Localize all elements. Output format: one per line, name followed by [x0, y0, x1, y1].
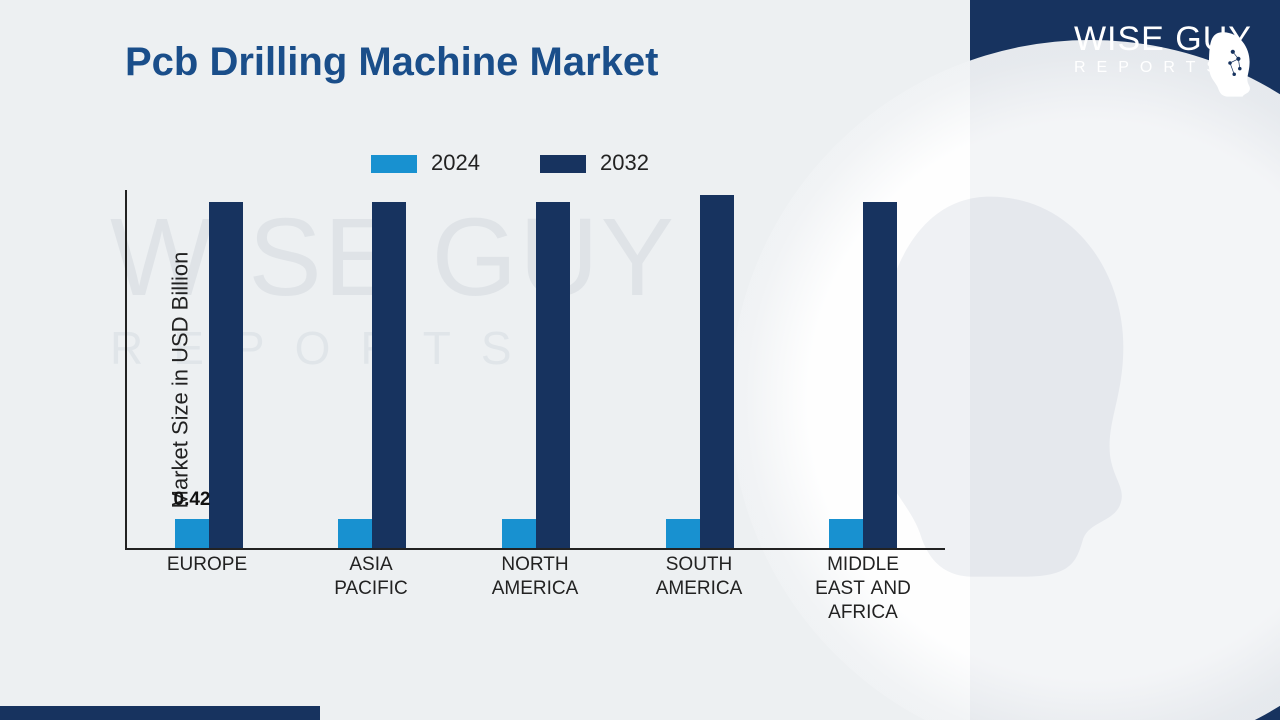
x-axis-label: SOUTH AMERICA — [639, 553, 759, 624]
x-axis-label: MIDDLE EAST AND AFRICA — [803, 553, 923, 624]
x-axis-labels: EUROPE ASIA PACIFIC NORTH AMERICA SOUTH AME… — [125, 553, 945, 624]
chart: Market Size in USD Billion 2024 2032 0.4… — [70, 145, 950, 615]
bar-group — [476, 190, 596, 548]
bar — [700, 195, 734, 548]
bar-group — [640, 190, 760, 548]
legend-swatch-0 — [371, 155, 417, 173]
legend-item-1: 2032 — [540, 150, 649, 176]
bar — [372, 202, 406, 548]
bar — [666, 519, 700, 548]
x-axis-label: NORTH AMERICA — [475, 553, 595, 624]
plot-area: 0.42 — [125, 190, 945, 550]
bar-groups — [127, 190, 945, 548]
bar — [175, 519, 209, 548]
bar — [502, 519, 536, 548]
legend-swatch-1 — [540, 155, 586, 173]
bar — [863, 202, 897, 548]
bar — [829, 519, 863, 548]
page-title: Pcb Drilling Machine Market — [125, 40, 658, 85]
legend-label-1: 2032 — [600, 150, 649, 175]
bar-group — [312, 190, 432, 548]
brand-head-icon — [1188, 28, 1258, 98]
bar — [338, 519, 372, 548]
brand-logo: WISE GUY REPORTS — [1074, 22, 1252, 76]
bar — [209, 202, 243, 548]
footer-accent-bar — [0, 706, 320, 720]
legend-item-0: 2024 — [371, 150, 480, 176]
legend: 2024 2032 — [70, 145, 950, 181]
bar-group — [803, 190, 923, 548]
bar — [536, 202, 570, 548]
legend-label-0: 2024 — [431, 150, 480, 175]
x-axis-label: EUROPE — [147, 553, 267, 624]
x-axis-label: ASIA PACIFIC — [311, 553, 431, 624]
bar-value-label: 0.42 — [174, 489, 211, 511]
